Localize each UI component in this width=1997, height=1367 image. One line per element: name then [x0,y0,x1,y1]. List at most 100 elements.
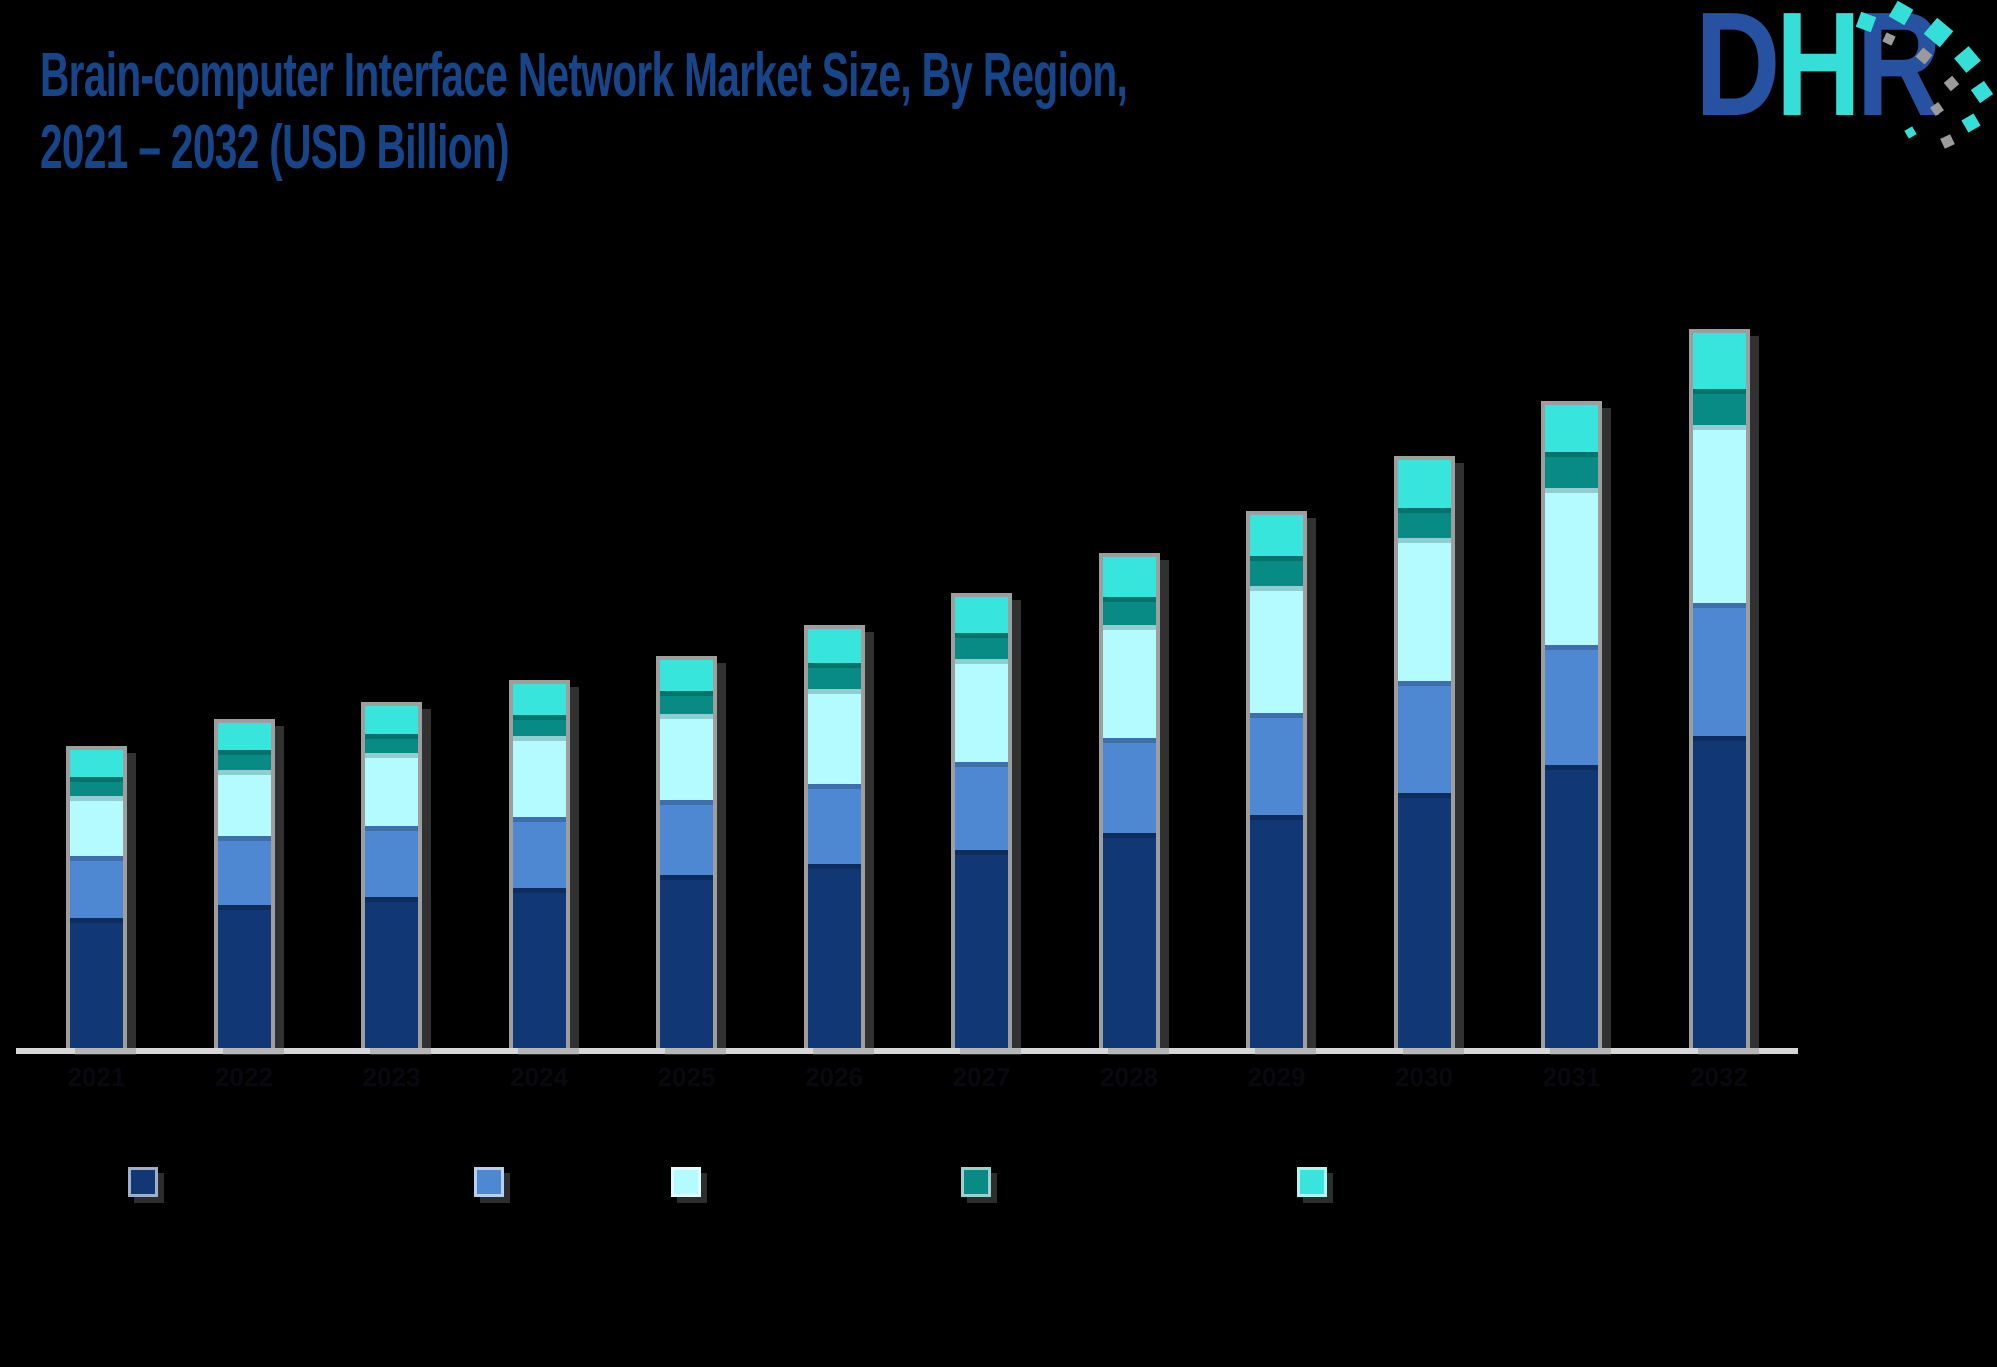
x-axis-label-2030: 2030 [1395,1062,1453,1092]
logo-decoration-dot [1961,113,1981,133]
bar-segment-region-4-2022 [217,749,271,771]
bar-segment-region-5-top-2026 [807,629,861,663]
bar-segment-region-2-2021 [70,855,123,918]
bar-segment-region-4-2030 [1397,507,1451,539]
x-axis-label-2022: 2022 [215,1062,273,1092]
bar-segment-region-5-top-2030 [1397,460,1451,508]
x-axis-label-2021: 2021 [67,1062,126,1092]
stacked-bar-2023 [361,702,422,1048]
chart-title: Brain-computer Interface Network Market … [40,40,1700,184]
bar-segment-region-3-2032 [1692,425,1746,603]
x-axis-label-2023: 2023 [362,1062,421,1092]
x-axis-label-2025: 2025 [657,1062,716,1092]
stacked-bar-2022 [213,719,275,1049]
logo-letter-h: H [1775,0,1862,147]
x-axis-label-2028: 2028 [1100,1062,1158,1092]
stacked-bar-2030 [1393,456,1455,1048]
x-axis-label-2027: 2027 [952,1062,1011,1092]
stacked-bar-2027 [951,593,1012,1048]
x-axis-label-2032: 2032 [1690,1062,1748,1092]
bar-segment-region-1-bottom-2031 [1545,764,1598,1048]
bar-segment-region-2-2030 [1397,680,1451,793]
bar-segment-region-4-2026 [807,662,861,690]
x-axis-label-2029: 2029 [1247,1062,1306,1092]
chart-title-line-2: 2021 – 2032 (USD Billion) [40,113,510,182]
bar-segment-region-2-2029 [1250,712,1303,815]
bar-segment-region-1-bottom-2024 [512,887,566,1048]
stacked-bar-2029 [1246,511,1307,1048]
bar-segment-region-1-bottom-2026 [807,863,861,1048]
bar-segment-region-2-2024 [512,816,566,888]
bar-segment-region-3-2030 [1397,538,1451,681]
bar-segment-region-5-top-2022 [217,723,271,750]
bar-segment-region-4-2023 [365,733,418,754]
bar-segment-region-4-2028 [1102,596,1156,626]
bar-segment-region-5-top-2021 [70,750,123,777]
bar-segment-region-2-2025 [660,799,713,875]
logo-decoration-dot [1940,134,1955,149]
bar-segment-region-5-top-2029 [1250,515,1303,556]
x-axis-label-2031: 2031 [1542,1062,1601,1092]
logo-decoration-dot [1954,46,1981,73]
bar-segment-region-1-bottom-2022 [217,904,271,1049]
bar-segment-region-5-top-2023 [365,706,418,734]
bar-segment-region-1-bottom-2028 [1102,832,1156,1048]
logo-letter-d: D [1695,0,1781,147]
bar-segment-region-3-2025 [660,714,713,800]
legend-swatch-region-3 [671,1167,701,1197]
bar-segment-region-5-top-2027 [955,597,1008,633]
stacked-bar-2032 [1688,329,1750,1048]
legend-swatch-region-1 [128,1167,158,1197]
x-axis-line [16,1048,1798,1054]
bar-segment-region-3-2026 [807,689,861,784]
bar-segment-region-1-bottom-2032 [1692,735,1746,1048]
bar-segment-region-5-top-2028 [1102,557,1156,597]
bar-segment-region-1-bottom-2021 [70,917,123,1048]
bar-segment-region-5-top-2024 [512,684,566,715]
chart-title-line-1: Brain-computer Interface Network Market … [40,41,1128,110]
x-axis-label-2026: 2026 [805,1062,863,1092]
bar-segment-region-1-bottom-2025 [660,874,713,1048]
bar-segment-region-3-2022 [217,770,271,836]
bar-segment-region-5-top-2025 [660,660,713,691]
bar-segment-region-3-2023 [365,753,418,826]
stacked-bar-2025 [656,656,717,1048]
bar-segment-region-3-2028 [1102,625,1156,738]
bar-segment-region-5-top-2031 [1545,405,1598,452]
bar-segment-region-4-2021 [70,776,123,797]
bar-segment-region-2-2023 [365,825,418,897]
stacked-bar-2026 [803,625,865,1048]
bar-segment-region-2-2027 [955,761,1008,850]
bar-segment-region-3-2021 [70,796,123,856]
bar-segment-region-4-2024 [512,714,566,737]
bar-segment-region-1-bottom-2027 [955,849,1008,1048]
legend-swatch-region-5 [1297,1167,1327,1197]
logo-decoration-dot [1943,75,1960,92]
legend-swatch-region-4 [961,1167,991,1197]
bar-segment-region-2-2022 [217,835,271,905]
x-axis-label-2024: 2024 [510,1062,568,1092]
stacked-bar-2028 [1098,553,1160,1048]
stacked-bar-2024 [508,680,570,1048]
logo-decoration-dot [1970,80,1994,104]
bar-segment-region-2-2032 [1692,602,1746,736]
bar-segment-region-5-top-2032 [1692,333,1746,389]
bar-segment-region-3-2027 [955,659,1008,762]
bar-segment-region-4-2031 [1545,451,1598,489]
bar-segment-region-4-2029 [1250,555,1303,587]
stacked-bar-2031 [1541,401,1602,1048]
bar-segment-region-4-2025 [660,690,713,715]
bar-segment-region-1-bottom-2029 [1250,814,1303,1048]
bar-segment-region-3-2024 [512,736,566,817]
bar-segment-region-3-2031 [1545,488,1598,645]
stacked-bar-2021 [66,746,127,1048]
legend-swatch-region-2 [474,1167,504,1197]
bar-segment-region-4-2032 [1692,388,1746,426]
bar-segment-region-3-2029 [1250,586,1303,713]
bar-segment-region-1-bottom-2030 [1397,792,1451,1048]
bar-segment-region-1-bottom-2023 [365,896,418,1048]
bar-segment-region-2-2031 [1545,644,1598,765]
bar-segment-region-2-2028 [1102,737,1156,833]
bar-segment-region-2-2026 [807,783,861,864]
